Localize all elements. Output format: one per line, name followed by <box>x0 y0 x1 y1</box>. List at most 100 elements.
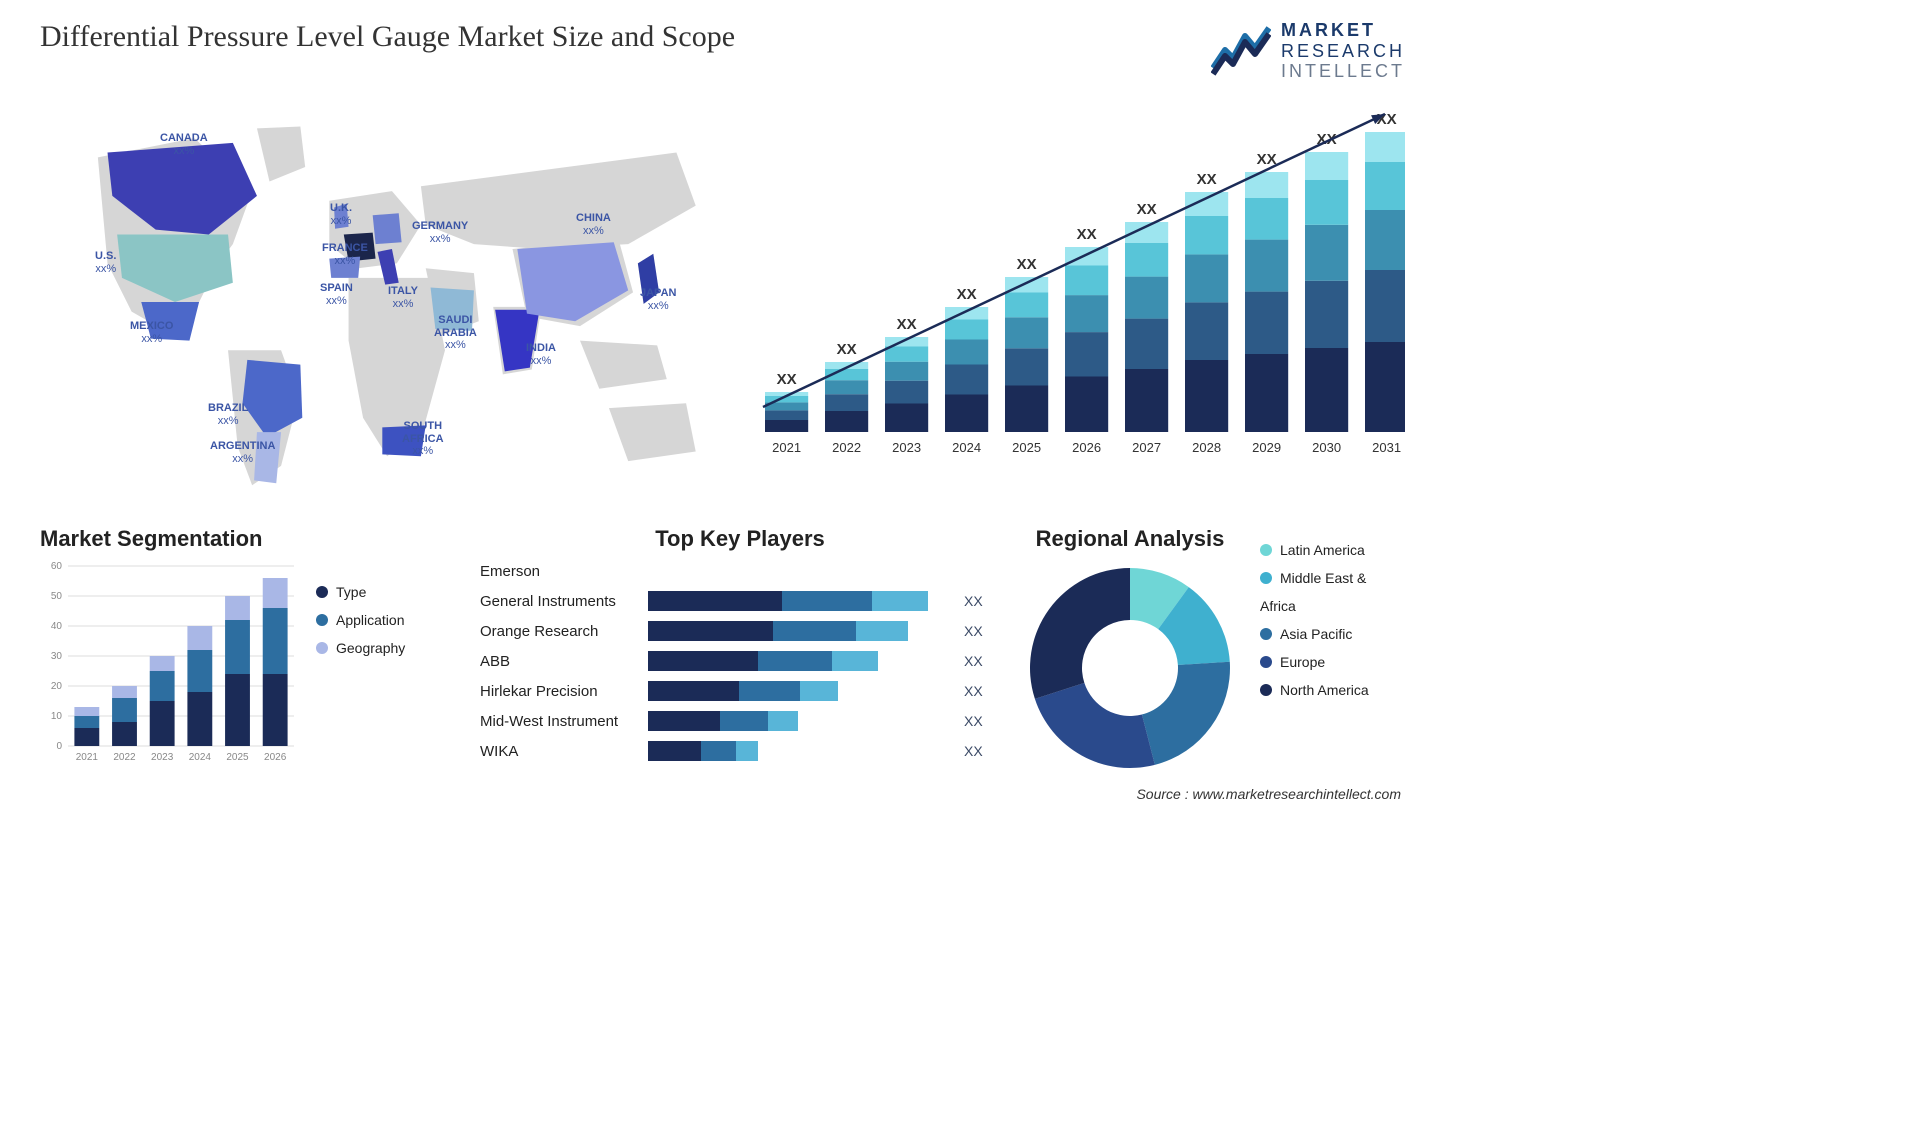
map-label-china: CHINAxx% <box>576 212 611 237</box>
player-value: XX <box>964 713 1000 729</box>
player-name: Hirlekar Precision <box>480 683 640 700</box>
map-label-uk: U.K.xx% <box>330 202 352 227</box>
svg-text:2030: 2030 <box>1312 440 1341 455</box>
players-section: Top Key Players Emerson General Instrumen… <box>480 526 1000 764</box>
svg-text:0: 0 <box>56 741 62 752</box>
map-svg <box>40 92 715 512</box>
player-bar <box>648 711 798 731</box>
player-value: XX <box>964 593 1000 609</box>
player-row: Mid-West Instrument XX <box>480 708 1000 734</box>
svg-text:2029: 2029 <box>1252 440 1281 455</box>
segmentation-legend-item: Application <box>316 606 405 634</box>
logo-line-2: RESEARCH <box>1281 41 1405 62</box>
player-row: ABB XX <box>480 648 1000 674</box>
regional-legend-item: Middle East &Africa <box>1260 564 1369 620</box>
player-row: WIKA XX <box>480 738 1000 764</box>
svg-text:2021: 2021 <box>76 752 99 763</box>
map-label-saudi: SAUDIARABIAxx% <box>434 314 477 352</box>
svg-text:10: 10 <box>51 711 63 722</box>
segmentation-legend: TypeApplicationGeography <box>316 558 405 662</box>
regional-legend-item: North America <box>1260 676 1369 704</box>
player-row: General Instruments XX <box>480 588 1000 614</box>
source-text: Source : www.marketresearchintellect.com <box>40 786 1405 802</box>
svg-text:2028: 2028 <box>1192 440 1221 455</box>
map-label-argentina: ARGENTINAxx% <box>210 440 275 465</box>
logo-line-3: INTELLECT <box>1281 61 1405 82</box>
player-row: Hirlekar Precision XX <box>480 678 1000 704</box>
player-bar <box>648 741 758 761</box>
segmentation-title: Market Segmentation <box>40 526 460 552</box>
player-bar <box>648 681 838 701</box>
player-name: Orange Research <box>480 623 640 640</box>
regional-legend-item: Europe <box>1260 648 1369 676</box>
svg-text:XX: XX <box>1077 226 1097 243</box>
map-label-france: FRANCExx% <box>322 242 368 267</box>
players-title: Top Key Players <box>480 526 1000 552</box>
map-label-canada: CANADAxx% <box>160 132 208 157</box>
player-name: Mid-West Instrument <box>480 713 640 730</box>
logo-icon <box>1211 24 1271 78</box>
svg-text:60: 60 <box>51 561 63 572</box>
page-title: Differential Pressure Level Gauge Market… <box>40 20 735 54</box>
segmentation-svg: 0102030405060202120222023202420252026 <box>40 558 300 768</box>
segmentation-section: Market Segmentation 01020304050602021202… <box>40 526 460 768</box>
forecast-chart: 2021XX2022XX2023XX2024XX2025XX2026XX2027… <box>745 92 1405 512</box>
segmentation-legend-item: Type <box>316 578 405 606</box>
svg-text:2026: 2026 <box>264 752 287 763</box>
svg-text:2023: 2023 <box>151 752 174 763</box>
map-label-brazil: BRAZILxx% <box>208 402 248 427</box>
svg-text:2024: 2024 <box>189 752 212 763</box>
map-label-japan: JAPANxx% <box>640 287 676 312</box>
svg-text:XX: XX <box>837 341 857 358</box>
svg-text:XX: XX <box>1197 171 1217 188</box>
svg-text:2021: 2021 <box>772 440 801 455</box>
svg-text:2027: 2027 <box>1132 440 1161 455</box>
svg-text:2025: 2025 <box>226 752 249 763</box>
brand-logo: MARKET RESEARCH INTELLECT <box>1211 20 1405 82</box>
world-map: CANADAxx% U.S.xx% MEXICOxx% BRAZILxx% ARGENT… <box>40 92 715 512</box>
player-bar <box>648 651 878 671</box>
player-value: XX <box>964 623 1000 639</box>
player-name: WIKA <box>480 743 640 760</box>
svg-text:2024: 2024 <box>952 440 981 455</box>
player-bar <box>648 591 928 611</box>
map-label-us: U.S.xx% <box>95 250 116 275</box>
svg-text:XX: XX <box>1137 201 1157 218</box>
svg-text:XX: XX <box>957 286 977 303</box>
regional-section: Regional Analysis Latin AmericaMiddle Ea… <box>1020 526 1405 778</box>
player-name: Emerson <box>480 563 640 580</box>
svg-text:XX: XX <box>1377 111 1397 128</box>
header: Differential Pressure Level Gauge Market… <box>40 20 1405 82</box>
logo-line-1: MARKET <box>1281 20 1405 41</box>
regional-legend-item: Asia Pacific <box>1260 620 1369 648</box>
map-label-germany: GERMANYxx% <box>412 220 468 245</box>
regional-legend-item: Latin America <box>1260 536 1369 564</box>
player-bar <box>648 621 908 641</box>
player-value: XX <box>964 653 1000 669</box>
player-row: Orange Research XX <box>480 618 1000 644</box>
player-name: ABB <box>480 653 640 670</box>
players-list: EmersonGeneral InstrumentsXXOrange Resea… <box>480 558 1000 764</box>
svg-text:XX: XX <box>1017 256 1037 273</box>
donut-svg <box>1020 558 1240 778</box>
map-label-india: INDIAxx% <box>526 342 556 367</box>
player-name: General Instruments <box>480 593 640 610</box>
svg-text:2031: 2031 <box>1372 440 1401 455</box>
map-label-spain: SPAINxx% <box>320 282 353 307</box>
svg-text:2025: 2025 <box>1012 440 1041 455</box>
regional-title: Regional Analysis <box>1036 526 1225 552</box>
player-value: XX <box>964 683 1000 699</box>
svg-text:2022: 2022 <box>113 752 136 763</box>
svg-text:50: 50 <box>51 591 63 602</box>
player-row: Emerson <box>480 558 1000 584</box>
segmentation-legend-item: Geography <box>316 634 405 662</box>
map-label-italy: ITALYxx% <box>388 285 418 310</box>
svg-text:XX: XX <box>777 371 797 388</box>
svg-text:20: 20 <box>51 681 63 692</box>
svg-text:2023: 2023 <box>892 440 921 455</box>
player-value: XX <box>964 743 1000 759</box>
map-label-mexico: MEXICOxx% <box>130 320 173 345</box>
svg-text:30: 30 <box>51 651 63 662</box>
svg-text:XX: XX <box>897 316 917 333</box>
regional-legend: Latin AmericaMiddle East &AfricaAsia Pac… <box>1260 526 1369 704</box>
